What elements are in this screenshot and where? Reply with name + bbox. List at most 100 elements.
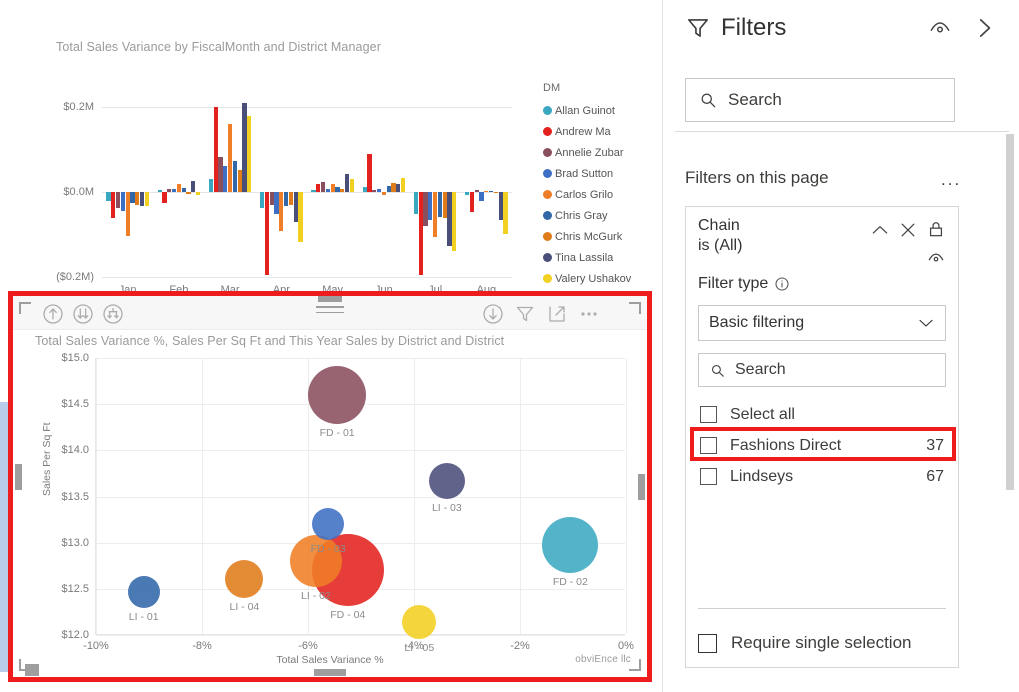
legend-item[interactable]: Allan Guinot	[543, 100, 660, 121]
scatter-bubble[interactable]	[308, 365, 367, 424]
bar[interactable]	[171, 189, 177, 192]
bar[interactable]	[335, 186, 340, 192]
bar-month-group[interactable]: Jan	[102, 107, 153, 296]
bar[interactable]	[264, 192, 270, 276]
bar-month-group[interactable]: Feb	[153, 107, 204, 296]
visual-top-scroll-thumb[interactable]	[318, 296, 342, 302]
filters-pane-scrollbar[interactable]	[1006, 134, 1014, 490]
bar[interactable]	[433, 192, 438, 238]
require-single-selection-row[interactable]: Require single selection	[698, 633, 946, 653]
bar[interactable]	[279, 192, 284, 232]
bar[interactable]	[340, 189, 345, 192]
bar[interactable]	[316, 183, 321, 192]
bar-month-group[interactable]: Jul	[410, 107, 461, 296]
bar[interactable]	[489, 191, 494, 193]
bar[interactable]	[181, 187, 186, 192]
bar[interactable]	[474, 190, 479, 192]
bar[interactable]	[493, 192, 499, 193]
bar[interactable]	[167, 189, 172, 192]
bar[interactable]	[325, 188, 330, 192]
bar[interactable]	[208, 179, 213, 192]
legend-item[interactable]: Tina Lassila	[543, 247, 660, 268]
bar-month-group[interactable]: Mar	[205, 102, 256, 296]
bar[interactable]	[213, 107, 218, 192]
scatter-bubble[interactable]	[127, 575, 160, 608]
bar[interactable]	[232, 160, 237, 192]
scatter-bubble[interactable]	[289, 535, 342, 588]
drill-down-icon[interactable]	[71, 302, 95, 326]
filter-card-hide-eye-icon[interactable]	[926, 248, 946, 268]
bar[interactable]	[125, 192, 130, 237]
bar[interactable]	[465, 192, 470, 195]
bar[interactable]	[288, 192, 294, 205]
bar[interactable]	[242, 102, 247, 192]
bar[interactable]	[423, 192, 428, 226]
bar[interactable]	[157, 190, 162, 192]
legend-item[interactable]: Brad Sutton	[543, 163, 660, 184]
bar[interactable]	[298, 192, 303, 243]
bar[interactable]	[135, 192, 140, 205]
legend-item[interactable]: Andrew Ma	[543, 121, 660, 142]
bar[interactable]	[330, 184, 335, 192]
filter-value-list[interactable]: Select all Fashions Direct 37 Lindseys 67	[690, 399, 956, 492]
bar[interactable]	[469, 192, 475, 213]
collapse-pane-chevron-right-icon[interactable]	[971, 15, 997, 41]
filter-card-collapse-chevron-up-icon[interactable]	[870, 220, 890, 240]
bar[interactable]	[349, 179, 354, 192]
resize-handle-top-left[interactable]	[19, 302, 31, 314]
bar[interactable]	[195, 192, 201, 195]
bar[interactable]	[223, 165, 228, 192]
filters-on-this-page-more-button[interactable]: ...	[941, 170, 962, 189]
bar[interactable]	[269, 192, 274, 205]
bar[interactable]	[186, 192, 191, 194]
bar[interactable]	[400, 177, 406, 192]
bar[interactable]	[293, 192, 298, 222]
bar[interactable]	[367, 153, 372, 192]
bar[interactable]	[498, 192, 503, 221]
bar[interactable]	[218, 157, 223, 192]
legend-item[interactable]: Chris McGurk	[543, 226, 660, 247]
bar-month-group[interactable]: May	[307, 107, 358, 296]
bar[interactable]	[120, 192, 125, 211]
scatter-bubble[interactable]	[312, 508, 345, 541]
bar[interactable]	[484, 191, 489, 193]
filter-value-row[interactable]: Fashions Direct 37	[698, 430, 946, 461]
bar[interactable]	[176, 183, 181, 192]
info-icon[interactable]	[774, 276, 790, 292]
focus-mode-icon[interactable]	[545, 302, 569, 326]
bar[interactable]	[396, 184, 401, 192]
bar[interactable]	[162, 192, 167, 204]
bar[interactable]	[372, 190, 377, 192]
bar[interactable]	[274, 192, 279, 215]
visual-left-scroll-thumb[interactable]	[15, 464, 22, 490]
bar[interactable]	[247, 115, 252, 192]
bar[interactable]	[442, 192, 447, 219]
bar-month-group[interactable]: Jun	[358, 107, 409, 296]
bar[interactable]	[447, 192, 452, 247]
visual-right-scroll-thumb[interactable]	[638, 474, 645, 500]
filter-value-checkbox[interactable]	[700, 437, 717, 454]
bar[interactable]	[311, 190, 316, 192]
more-options-icon[interactable]	[577, 302, 601, 326]
bar-chart-visual[interactable]: Total Sales Variance by FiscalMonth and …	[18, 22, 648, 296]
legend-item[interactable]: Carlos Grilo	[543, 184, 660, 205]
legend-items[interactable]: Allan Guinot Andrew Ma Annelie Zubar Brad S…	[543, 100, 660, 289]
filter-value-checkbox[interactable]	[700, 468, 717, 485]
visual-bottom-scroll-thumb[interactable]	[314, 669, 346, 676]
drill-up-icon[interactable]	[41, 302, 65, 326]
bar[interactable]	[115, 192, 121, 209]
bar[interactable]	[386, 186, 391, 192]
filter-card-lock-icon[interactable]	[926, 219, 946, 239]
bar[interactable]	[381, 192, 386, 195]
bar[interactable]	[344, 174, 350, 192]
bar[interactable]	[418, 192, 423, 276]
bar[interactable]	[320, 181, 326, 192]
bar[interactable]	[284, 192, 289, 207]
filter-type-select[interactable]: Basic filtering	[698, 305, 946, 341]
bar[interactable]	[228, 124, 233, 192]
scatter-bubble[interactable]	[402, 605, 437, 640]
require-single-selection-checkbox[interactable]	[698, 633, 717, 653]
legend-item[interactable]: Chris Gray	[543, 205, 660, 226]
filters-pane-search-input[interactable]: Search	[685, 78, 955, 122]
scatter-chart-plot[interactable]: $12.0 $12.5 $13.0 $13.5 $14.0 $14.5 $15.0 -10% -…	[61, 352, 633, 654]
